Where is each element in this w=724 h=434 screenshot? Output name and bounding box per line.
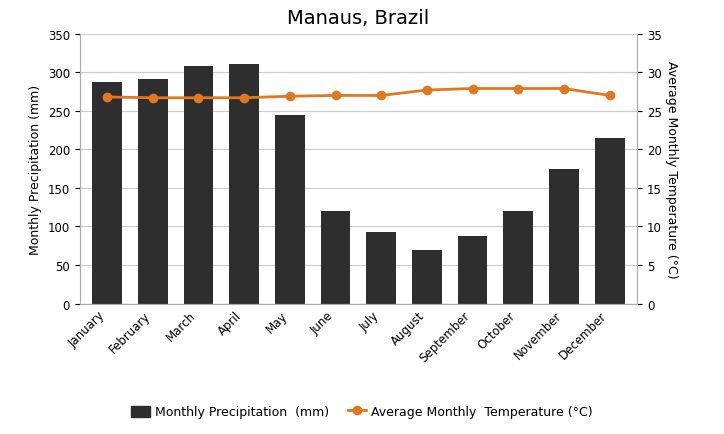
Bar	[503, 211, 533, 304]
Legend: Monthly Precipitation  (mm), Average Monthly  Temperature (°C): Monthly Precipitation (mm), Average Mont…	[126, 401, 598, 424]
Bar	[275, 115, 305, 304]
Bar	[458, 236, 487, 304]
Bar	[550, 169, 579, 304]
Bar	[138, 80, 167, 304]
Bar	[321, 211, 350, 304]
Bar	[184, 67, 214, 304]
Bar	[230, 65, 259, 304]
Y-axis label: Monthly Precipitation (mm): Monthly Precipitation (mm)	[29, 84, 42, 254]
Y-axis label: Average Monthly Temperature (°C): Average Monthly Temperature (°C)	[665, 61, 678, 278]
Bar	[595, 138, 625, 304]
Title: Manaus, Brazil: Manaus, Brazil	[287, 9, 429, 28]
Bar	[92, 82, 122, 304]
Bar	[412, 251, 442, 304]
Bar	[366, 232, 396, 304]
